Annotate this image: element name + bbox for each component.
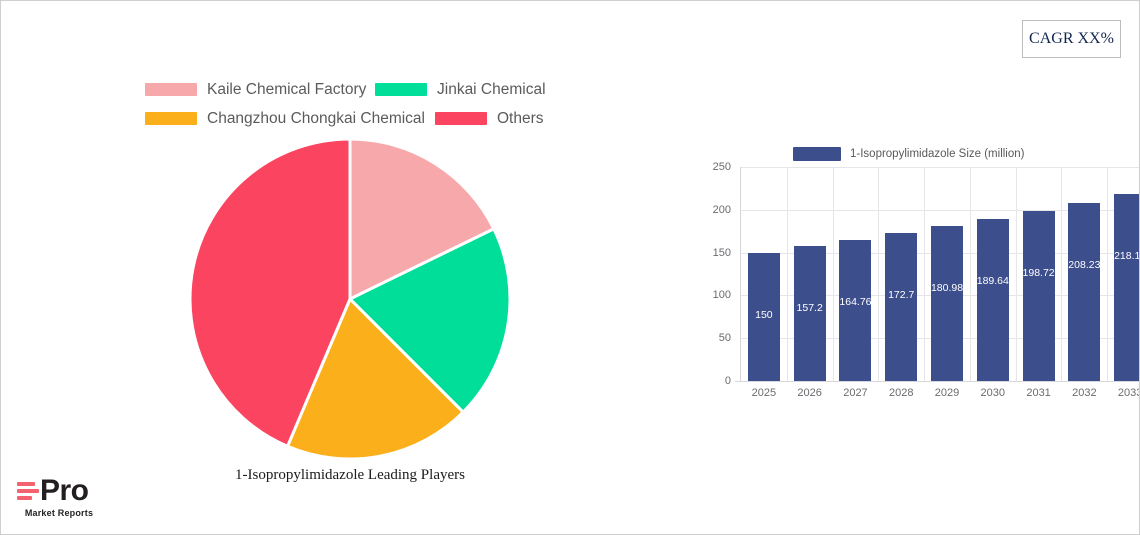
pie-legend-item-kaile-chemical-factory: Kaile Chemical Factory: [145, 75, 375, 104]
bar[interactable]: 172.7: [885, 233, 918, 381]
bar-slot: 157.2: [787, 167, 833, 381]
bar-value-label: 157.2: [796, 302, 823, 315]
bar-slot: 189.64: [970, 167, 1016, 381]
gridline-vertical: [924, 167, 926, 381]
cagr-badge-label: CAGR XX%: [1029, 30, 1114, 47]
bar-chart-legend: 1-Isopropylimidazole Size (million): [793, 147, 1024, 161]
pie-legend-swatch-icon: [435, 112, 487, 125]
bar-slot: 198.72: [1016, 167, 1062, 381]
pie-slice: [285, 296, 466, 459]
bar-legend-label: 1-Isopropylimidazole Size (million): [850, 148, 1025, 160]
bar[interactable]: 157.2: [793, 246, 826, 381]
gridline-vertical: [786, 167, 788, 381]
pie-slice: [347, 226, 510, 415]
y-axis-line: [740, 167, 741, 381]
x-axis-tick-label: 2031: [1026, 387, 1051, 399]
gridline-vertical: [878, 167, 880, 381]
pie-legend-label: Kaile Chemical Factory: [207, 80, 367, 98]
y-axis-tick-label: 100: [712, 289, 731, 302]
bar-value-label: 218.19: [1114, 250, 1140, 263]
bar[interactable]: 150: [747, 252, 780, 381]
bar-value-label: 172.7: [888, 289, 915, 302]
x-axis-tick-label: 2028: [888, 387, 914, 399]
y-axis-tick-label: 150: [712, 246, 731, 259]
bar-value-label: 150: [755, 308, 773, 321]
bar-slot: 218.19: [1107, 167, 1140, 381]
bar[interactable]: 208.23: [1068, 202, 1101, 381]
bar-series: 150 157.2 164.76 172.7 180.98 189.64 198.72 208…: [741, 167, 1140, 381]
gridline-vertical: [1015, 167, 1017, 381]
pie-legend-label: Others: [497, 109, 544, 127]
x-axis-tick-label: 2030: [980, 387, 1006, 399]
bar[interactable]: 198.72: [1022, 210, 1055, 381]
pie-chart-svg: [190, 139, 510, 459]
pie-legend-swatch-icon: [145, 112, 197, 125]
gridline-vertical: [969, 167, 971, 381]
x-axis-tick-label: 2026: [797, 387, 822, 399]
bar-chart-plot-area: 0 50 100 150 200 250 150 157.2 164.76 172.7 180.9…: [707, 161, 1139, 399]
pie-chart-title: 1-Isopropylimidazole Leading Players: [235, 467, 465, 483]
gridline-horizontal: [741, 167, 1139, 168]
pie-legend-swatch-icon: [375, 83, 427, 96]
x-axis-tick-label: 2029: [934, 387, 960, 399]
x-axis: 2025 2026 2027 2028 2029 2030 2031 2032 2033: [741, 387, 1140, 399]
pie-legend-swatch-icon: [145, 83, 197, 96]
x-axis-tick-label: 2025: [751, 387, 777, 399]
logo-name: Pro: [40, 474, 89, 507]
bar[interactable]: 180.98: [931, 226, 963, 381]
bar-slot: 164.76: [833, 167, 879, 381]
pie-chart-panel: Kaile Chemical Factory Jinkai Chemical C…: [1, 1, 669, 534]
bar-value-label: 189.64: [976, 274, 1009, 287]
bar-slot: 172.7: [878, 167, 924, 381]
pie-slice: [190, 139, 352, 449]
x-axis-tick-label: 2027: [843, 387, 868, 399]
gridline-vertical: [1061, 167, 1063, 381]
bar-chart-panel: 1-Isopropylimidazole Size (million) 0 50 1…: [669, 1, 1139, 534]
pie-slice: [348, 139, 496, 302]
x-axis-tick-label: 2032: [1072, 387, 1097, 399]
y-axis: 0 50 100 150 200 250: [707, 161, 737, 387]
gridline-horizontal: [741, 209, 1139, 211]
logo-wordmark: Pro: [17, 475, 101, 507]
pie-legend-label: Jinkai Chemical: [437, 80, 546, 98]
bar-value-label: 208.23: [1068, 258, 1101, 271]
bar-value-label: 180.98: [930, 282, 964, 295]
y-axis-tick-label: 200: [712, 203, 731, 216]
pie-chart: [190, 139, 510, 459]
gridline-vertical: [832, 167, 834, 381]
bar[interactable]: 189.64: [976, 218, 1009, 381]
x-axis-tick-label: 2033: [1117, 387, 1140, 399]
bar-legend-swatch-icon: [793, 147, 841, 161]
bar-value-label: 164.76: [839, 295, 872, 308]
pie-legend-item-others: Others: [435, 104, 575, 133]
pie-legend-item-changzhou-chongkai-chemical: Changzhou Chongkai Chemical: [145, 104, 435, 133]
bar-slot: 208.23: [1061, 167, 1107, 381]
pie-legend-item-jinkai-chemical: Jinkai Chemical: [375, 75, 575, 104]
y-axis-tick-label: 250: [712, 161, 731, 173]
logo-tagline: Market Reports: [24, 508, 94, 518]
y-axis-tick-label: 50: [718, 332, 731, 345]
x-axis-line: [735, 381, 1139, 382]
pro-market-reports-logo: Pro Market Reports: [17, 475, 101, 521]
cagr-badge: CAGR XX%: [1022, 20, 1121, 58]
bar[interactable]: 164.76: [839, 239, 872, 381]
bar-value-label: 198.72: [1022, 266, 1055, 279]
pie-legend: Kaile Chemical Factory Jinkai Chemical C…: [145, 75, 575, 133]
y-axis-tick-label: 0: [724, 375, 731, 387]
gridline-vertical: [1107, 167, 1109, 381]
bar[interactable]: 218.19: [1114, 194, 1140, 381]
bar-slot: 180.98: [924, 167, 970, 381]
logo-speed-lines-icon: [17, 481, 39, 501]
pie-legend-label: Changzhou Chongkai Chemical: [207, 109, 425, 127]
bar-slot: 150: [741, 167, 787, 381]
